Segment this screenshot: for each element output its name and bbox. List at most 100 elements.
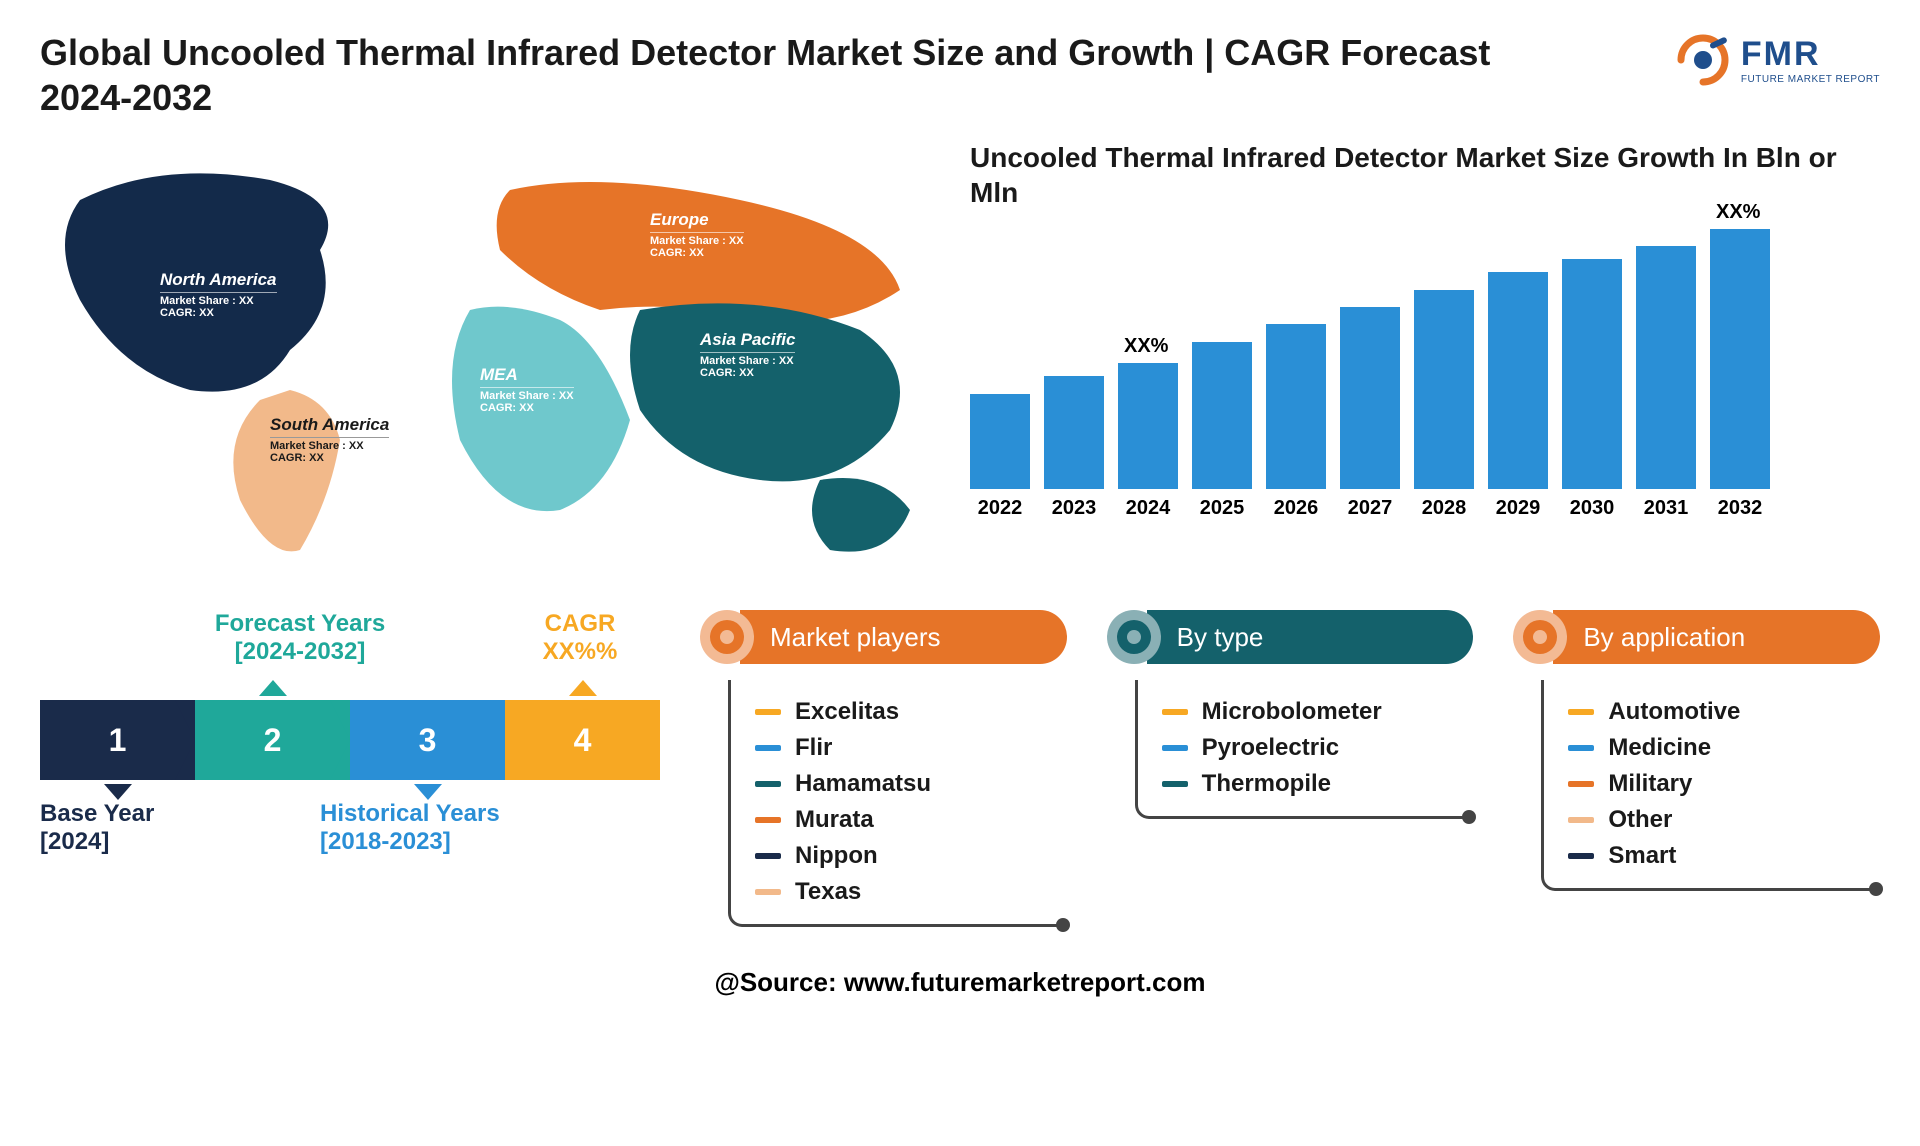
bar-col: 2028 [1414, 290, 1474, 520]
timeline-segment: 3 [350, 700, 505, 780]
segment-pill: By application [1553, 610, 1880, 664]
dash-icon [755, 889, 781, 895]
bar [1266, 324, 1326, 489]
logo-text: FMR FUTURE MARKET REPORT [1741, 35, 1880, 85]
timeline-bottom-labels: Base Year [2024] Historical Years [2018-… [40, 800, 660, 890]
by-application-col: By application Automotive Medicine Militar… [1513, 610, 1880, 891]
cagr-value: XX%% [543, 638, 618, 665]
base-range: [2024] [40, 828, 109, 855]
bar-col: 2030 [1562, 259, 1622, 520]
bar-col: 2032 [1710, 229, 1770, 520]
region-share: Market Share : XX [160, 295, 254, 307]
bar-label: 2025 [1200, 497, 1245, 520]
list-item: Texas [755, 874, 1057, 910]
bar-col: 2024 [1118, 363, 1178, 520]
dash-icon [755, 745, 781, 751]
bar-label: 2023 [1052, 497, 1097, 520]
bar-annot-2032: XX% [1716, 201, 1760, 224]
region-label-mea: MEA Market Share : XXCAGR: XX [480, 365, 574, 414]
bar-chart: Uncooled Thermal Infrared Detector Marke… [970, 140, 1880, 570]
dash-icon [755, 781, 781, 787]
list-item-label: Military [1608, 770, 1692, 798]
base-title: Base Year [40, 800, 154, 827]
bar [1488, 272, 1548, 489]
forecast-title: Forecast Years [215, 610, 385, 637]
region-cagr: CAGR: XX [480, 402, 534, 414]
cagr-title: CAGR [545, 610, 616, 637]
bar-label: 2024 [1126, 497, 1171, 520]
list-item-label: Automotive [1608, 698, 1740, 726]
list-item-label: Texas [795, 878, 861, 906]
world-map: North America Market Share : XXCAGR: XX … [40, 140, 940, 570]
dash-icon [1568, 817, 1594, 823]
bar-col: 2031 [1636, 246, 1696, 520]
bar-col: 2026 [1266, 324, 1326, 520]
segment-pill: Market players [740, 610, 1067, 664]
market-players-col: Market players Excelitas Flir Hamamatsu Mur… [700, 610, 1067, 927]
region-cagr: CAGR: XX [270, 452, 324, 464]
dash-icon [1568, 853, 1594, 859]
bar-label: 2032 [1718, 497, 1763, 520]
list-item: Flir [755, 730, 1057, 766]
fmr-logo-icon [1673, 30, 1733, 90]
bar-label: 2031 [1644, 497, 1689, 520]
historical-label: Historical Years [2018-2023] [320, 800, 580, 856]
segment-list: Automotive Medicine Military Other Smart [1541, 680, 1880, 891]
list-item: Medicine [1568, 730, 1870, 766]
segment-header: By type [1107, 610, 1474, 664]
forecast-label: Forecast Years [2024-2032] [190, 610, 410, 666]
dash-icon [1162, 745, 1188, 751]
list-item-label: Thermopile [1202, 770, 1331, 798]
bar-col: 2022 [970, 394, 1030, 520]
bar-label: 2027 [1348, 497, 1393, 520]
bottom-row: Forecast Years [2024-2032] CAGR XX%% 123… [40, 610, 1880, 927]
chart-title: Uncooled Thermal Infrared Detector Marke… [970, 140, 1880, 210]
bar-label: 2028 [1422, 497, 1467, 520]
hist-range: [2018-2023] [320, 828, 451, 855]
bar [1710, 229, 1770, 489]
bar-col: 2029 [1488, 272, 1548, 520]
timeline-top-labels: Forecast Years [2024-2032] CAGR XX%% [40, 610, 660, 700]
list-item: Thermopile [1162, 766, 1464, 802]
cagr-label: CAGR XX%% [510, 610, 650, 666]
list-item-label: Excelitas [795, 698, 899, 726]
bar [1414, 290, 1474, 489]
top-row: North America Market Share : XXCAGR: XX … [40, 140, 1880, 570]
bar-col: 2023 [1044, 376, 1104, 520]
list-item: Military [1568, 766, 1870, 802]
timeline-segment: 4 [505, 700, 660, 780]
timeline: Forecast Years [2024-2032] CAGR XX%% 123… [40, 610, 660, 890]
dash-icon [1568, 709, 1594, 715]
region-label-eu: Europe Market Share : XXCAGR: XX [650, 210, 744, 259]
bar-label: 2026 [1274, 497, 1319, 520]
bar-label: 2022 [978, 497, 1023, 520]
list-item-label: Flir [795, 734, 832, 762]
dash-icon [755, 817, 781, 823]
list-item: Microbolometer [1162, 694, 1464, 730]
list-item: Smart [1568, 838, 1870, 874]
logo: FMR FUTURE MARKET REPORT [1673, 30, 1880, 90]
region-name: Asia Pacific [700, 330, 795, 349]
segment-bullet-icon [1107, 610, 1161, 664]
world-map-svg [40, 140, 940, 570]
bar [1192, 342, 1252, 489]
segment-list: MicrobolometerPyroelectric Thermopile [1135, 680, 1474, 819]
page-title: Global Uncooled Thermal Infrared Detecto… [40, 30, 1540, 120]
dash-icon [1162, 781, 1188, 787]
region-name: Europe [650, 210, 709, 229]
by-type-col: By type MicrobolometerPyroelectric Thermo… [1107, 610, 1474, 819]
region-cagr: CAGR: XX [700, 367, 754, 379]
hist-title: Historical Years [320, 800, 500, 827]
region-name: MEA [480, 365, 518, 384]
list-item: Pyroelectric [1162, 730, 1464, 766]
region-share: Market Share : XX [650, 235, 744, 247]
bar [1340, 307, 1400, 489]
bar [1562, 259, 1622, 489]
list-item-label: Murata [795, 806, 874, 834]
base-year-label: Base Year [2024] [40, 800, 220, 856]
list-item-label: Other [1608, 806, 1672, 834]
arrow-down-icon [104, 784, 132, 800]
segment-bullet-icon [700, 610, 754, 664]
list-item-label: Hamamatsu [795, 770, 931, 798]
region-share: Market Share : XX [480, 390, 574, 402]
